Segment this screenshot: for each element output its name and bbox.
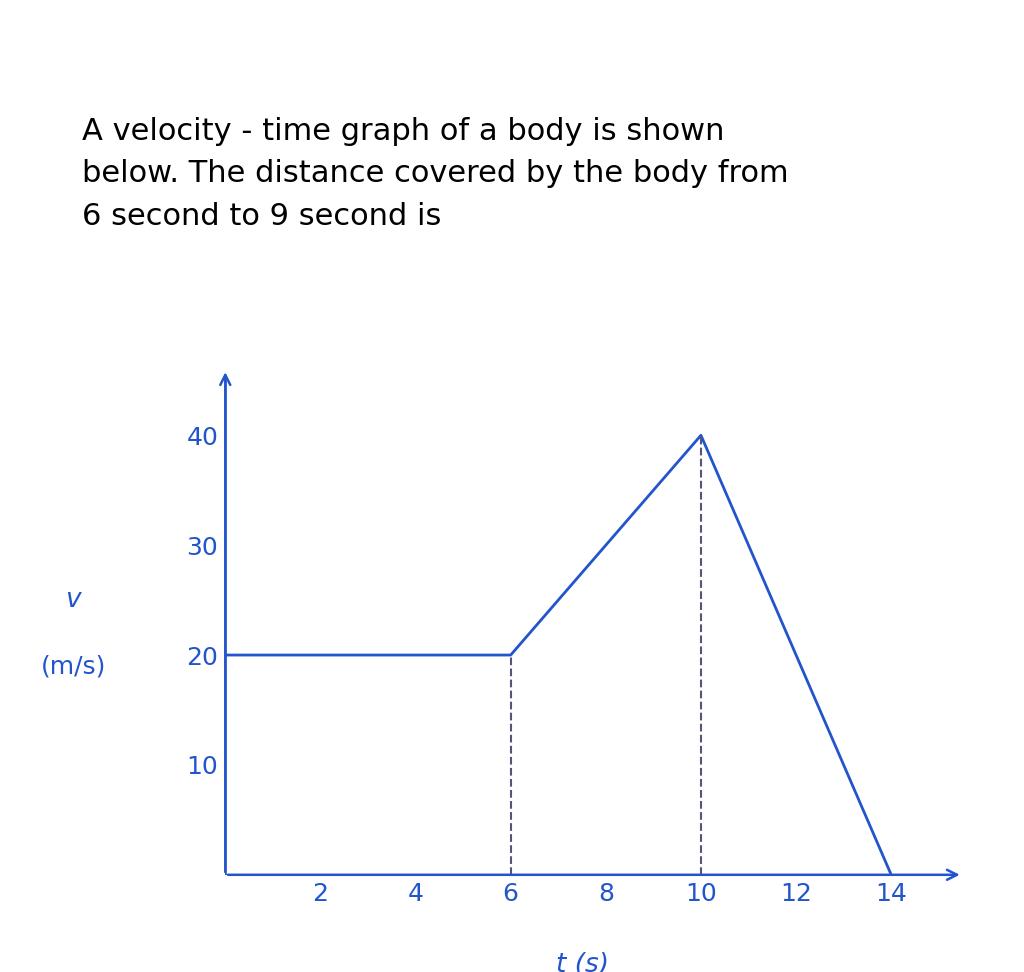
Text: t (s): t (s) [556,952,608,972]
Text: (m/s): (m/s) [40,654,105,678]
Text: A velocity - time graph of a body is shown
below. The distance covered by the bo: A velocity - time graph of a body is sho… [82,117,788,231]
Text: v: v [66,587,81,613]
